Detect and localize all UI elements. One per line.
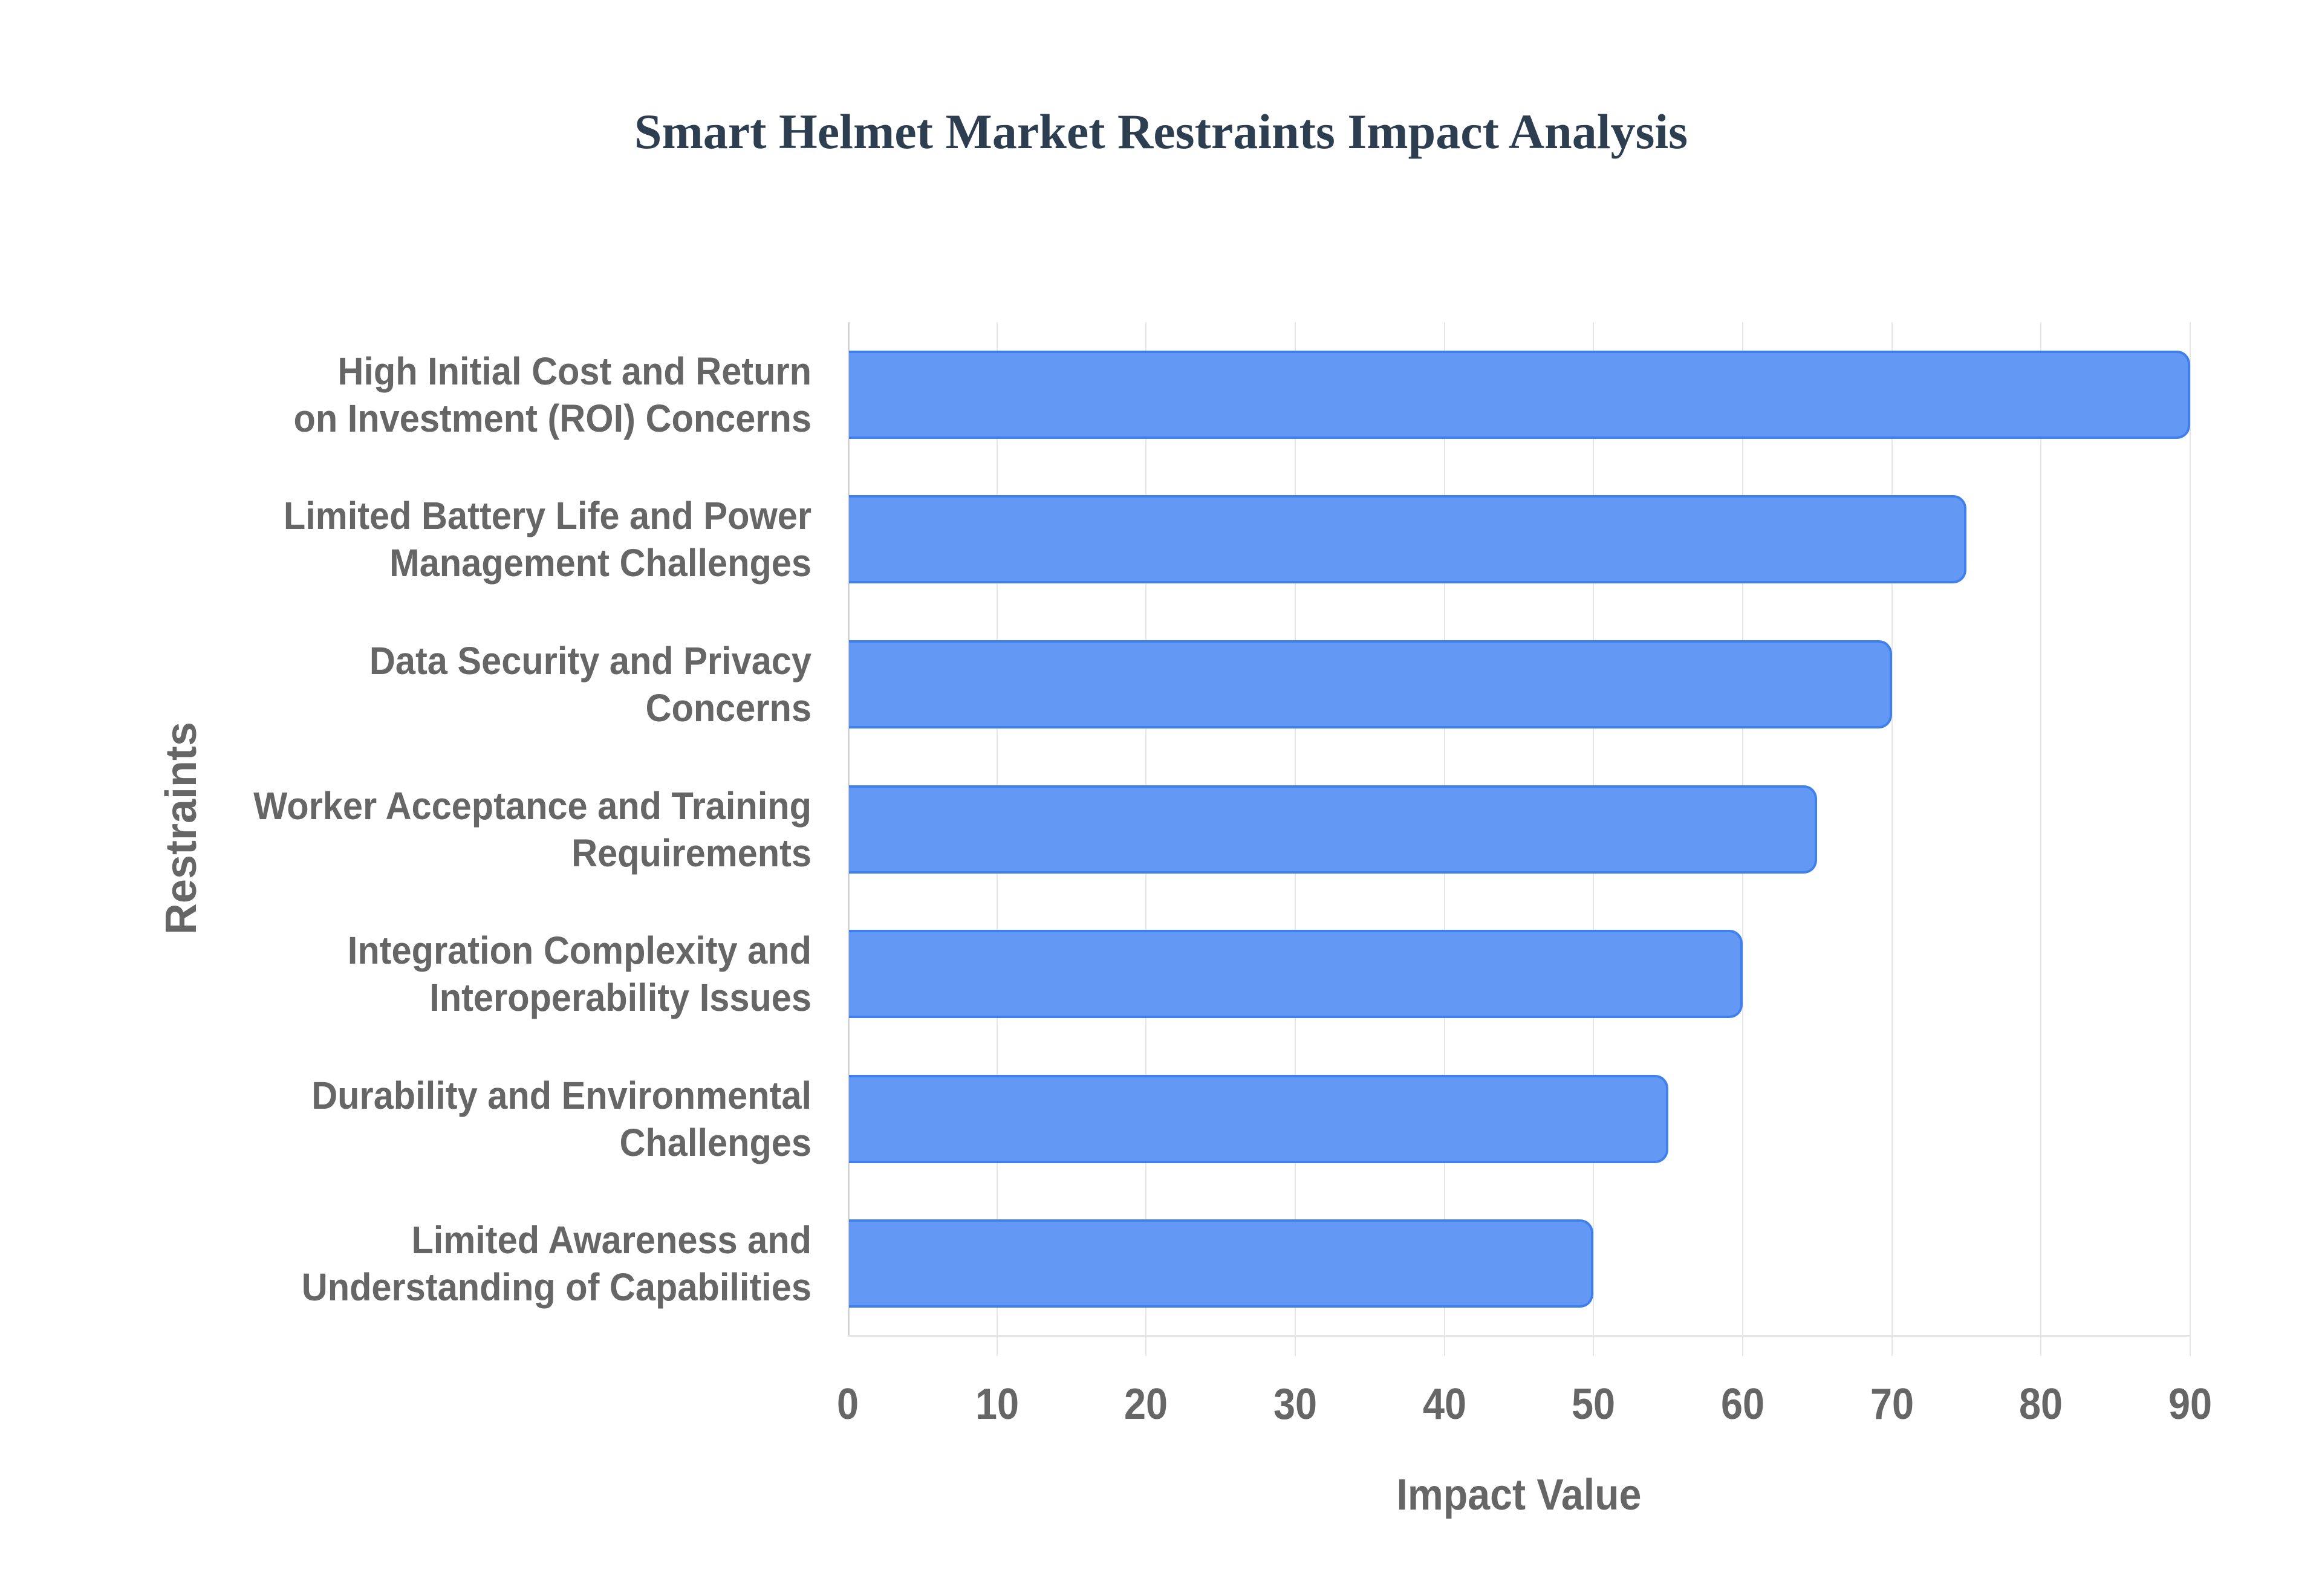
y-axis-line	[848, 322, 850, 1336]
x-axis-title: Impact Value	[1396, 1471, 1642, 1519]
x-tick-label: 40	[1422, 1380, 1466, 1429]
category-label-line: Limited Battery Life and Power	[283, 494, 811, 538]
category-label: Limited Awareness and Understanding of Ca…	[193, 1216, 811, 1311]
category-label-line: Challenges	[619, 1120, 811, 1164]
category-label-line: Data Security and Privacy	[369, 638, 811, 683]
gridline	[2040, 322, 2042, 1356]
category-label: Durability and Environmental Challenges	[193, 1072, 811, 1166]
bar[interactable]	[849, 350, 2190, 439]
x-tick-label: 20	[1124, 1380, 1168, 1429]
category-label-line: Worker Acceptance and Training	[253, 783, 811, 828]
category-label-line: Management Challenges	[389, 541, 811, 585]
category-label-line: Durability and Environmental	[311, 1073, 811, 1117]
x-tick-label: 90	[2168, 1380, 2213, 1429]
bar[interactable]	[849, 495, 1966, 584]
plot-area	[848, 322, 2191, 1356]
category-label: Worker Acceptance and Training Requiremen…	[193, 782, 811, 877]
bar[interactable]	[849, 640, 1892, 728]
category-label-line: Requirements	[571, 831, 811, 875]
bar[interactable]	[849, 1074, 1668, 1163]
category-label-line: Integration Complexity and	[347, 929, 811, 973]
category-label: High Initial Cost and Return on Investmen…	[193, 348, 811, 442]
gridline	[1891, 322, 1893, 1356]
category-label-line: High Initial Cost and Return	[337, 349, 811, 393]
category-label-line: Understanding of Capabilities	[301, 1265, 811, 1309]
chart-title: Smart Helmet Market Restraints Impact An…	[634, 104, 1688, 159]
category-label: Integration Complexity and Interoperabili…	[193, 927, 811, 1021]
category-label: Data Security and Privacy Concerns	[193, 637, 811, 731]
category-label-line: on Investment (ROI) Concerns	[293, 396, 812, 440]
category-label-line: Concerns	[645, 686, 811, 730]
category-label: Limited Battery Life and Power Management…	[193, 492, 811, 586]
x-axis-line	[848, 1335, 2190, 1337]
x-tick-label: 60	[1720, 1380, 1765, 1429]
bar[interactable]	[849, 1219, 1594, 1308]
x-tick-label: 10	[975, 1380, 1019, 1429]
x-tick-label: 70	[1870, 1380, 1914, 1429]
bar[interactable]	[849, 930, 1743, 1019]
x-tick-label: 30	[1273, 1380, 1318, 1429]
bar[interactable]	[849, 785, 1818, 874]
x-tick-label: 80	[2019, 1380, 2063, 1429]
gridline	[2190, 322, 2191, 1356]
category-label-line: Interoperability Issues	[429, 976, 811, 1020]
x-tick-label: 0	[836, 1380, 859, 1429]
category-label-line: Limited Awareness and	[411, 1218, 811, 1262]
x-tick-label: 50	[1572, 1380, 1616, 1429]
